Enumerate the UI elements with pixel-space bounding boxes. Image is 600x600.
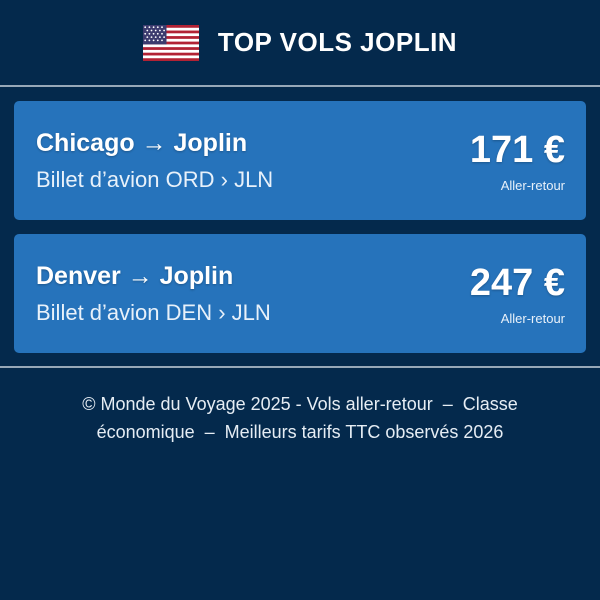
flight-cards-section: Chicago → Joplin Billet d’avion ORD › JL… (0, 87, 600, 366)
divider-bottom (0, 366, 600, 368)
price-note: Aller-retour (500, 177, 565, 193)
flag-stars (144, 25, 165, 41)
divider-top (0, 85, 600, 87)
footer: © Monde du Voyage 2025 - Vols aller-reto… (0, 368, 600, 446)
route-title: Denver → Joplin (36, 261, 234, 290)
footer-text-line-2: économique – Meilleurs tarifs TTC observ… (96, 422, 504, 442)
footer-text-line-1: © Monde du Voyage 2025 - Vols aller-reto… (82, 394, 518, 414)
page-title: TOP VOLS JOPLIN (217, 27, 458, 57)
route-info: Denver → Joplin Billet d’avion DEN › JLN (36, 262, 271, 326)
price: 171 € (469, 128, 565, 171)
route-description: Billet d’avion DEN › JLN (36, 299, 271, 325)
price-block: 247 € Aller-retour (470, 262, 565, 326)
flight-card-chicago-joplin[interactable]: Chicago → Joplin Billet d’avion ORD › JL… (14, 101, 586, 220)
price-note: Aller-retour (500, 310, 565, 326)
flight-card-denver-joplin[interactable]: Denver → Joplin Billet d’avion DEN › JLN… (14, 234, 586, 353)
route-title: Chicago → Joplin (36, 128, 248, 157)
us-flag-icon (142, 24, 199, 61)
price-block: 171 € Aller-retour (470, 129, 565, 193)
header: TOP VOLS JOPLIN (0, 0, 600, 85)
route-description: Billet d’avion ORD › JLN (36, 166, 274, 192)
route-info: Chicago → Joplin Billet d’avion ORD › JL… (36, 129, 273, 193)
price: 247 € (469, 261, 565, 304)
